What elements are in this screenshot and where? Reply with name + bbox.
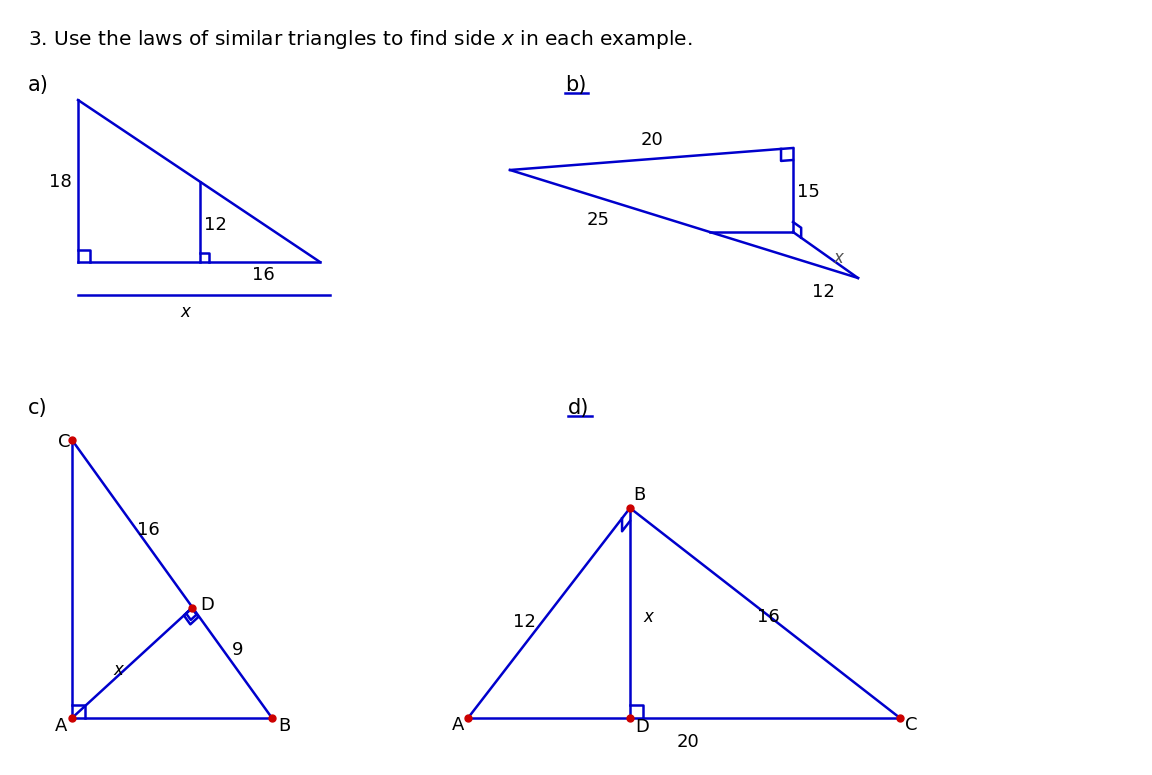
- Text: 25: 25: [586, 211, 609, 229]
- Text: b): b): [564, 75, 586, 95]
- Text: 16: 16: [757, 608, 780, 626]
- Text: x: x: [643, 608, 653, 626]
- Text: 15: 15: [796, 183, 819, 201]
- Text: x: x: [113, 661, 123, 679]
- Text: B: B: [632, 486, 645, 504]
- Text: B: B: [278, 717, 290, 735]
- Text: 18: 18: [48, 173, 71, 191]
- Text: C: C: [58, 433, 70, 451]
- Text: D: D: [635, 718, 649, 736]
- Text: 12: 12: [811, 283, 834, 301]
- Text: 16: 16: [137, 521, 159, 539]
- Text: x: x: [833, 249, 843, 267]
- Text: x: x: [180, 303, 190, 321]
- Text: A: A: [55, 717, 67, 735]
- Text: a): a): [28, 75, 48, 95]
- Text: D: D: [200, 596, 214, 614]
- Text: 12: 12: [513, 613, 536, 631]
- Text: C: C: [905, 716, 917, 734]
- Text: A: A: [452, 716, 464, 734]
- Text: d): d): [568, 398, 590, 418]
- Text: 9: 9: [233, 641, 244, 659]
- Text: 20: 20: [676, 733, 699, 751]
- Text: 3. Use the laws of similar triangles to find side $x$ in each example.: 3. Use the laws of similar triangles to …: [28, 28, 692, 51]
- Text: 16: 16: [251, 266, 274, 284]
- Text: 20: 20: [641, 131, 664, 149]
- Text: c): c): [28, 398, 47, 418]
- Text: 12: 12: [204, 216, 227, 234]
